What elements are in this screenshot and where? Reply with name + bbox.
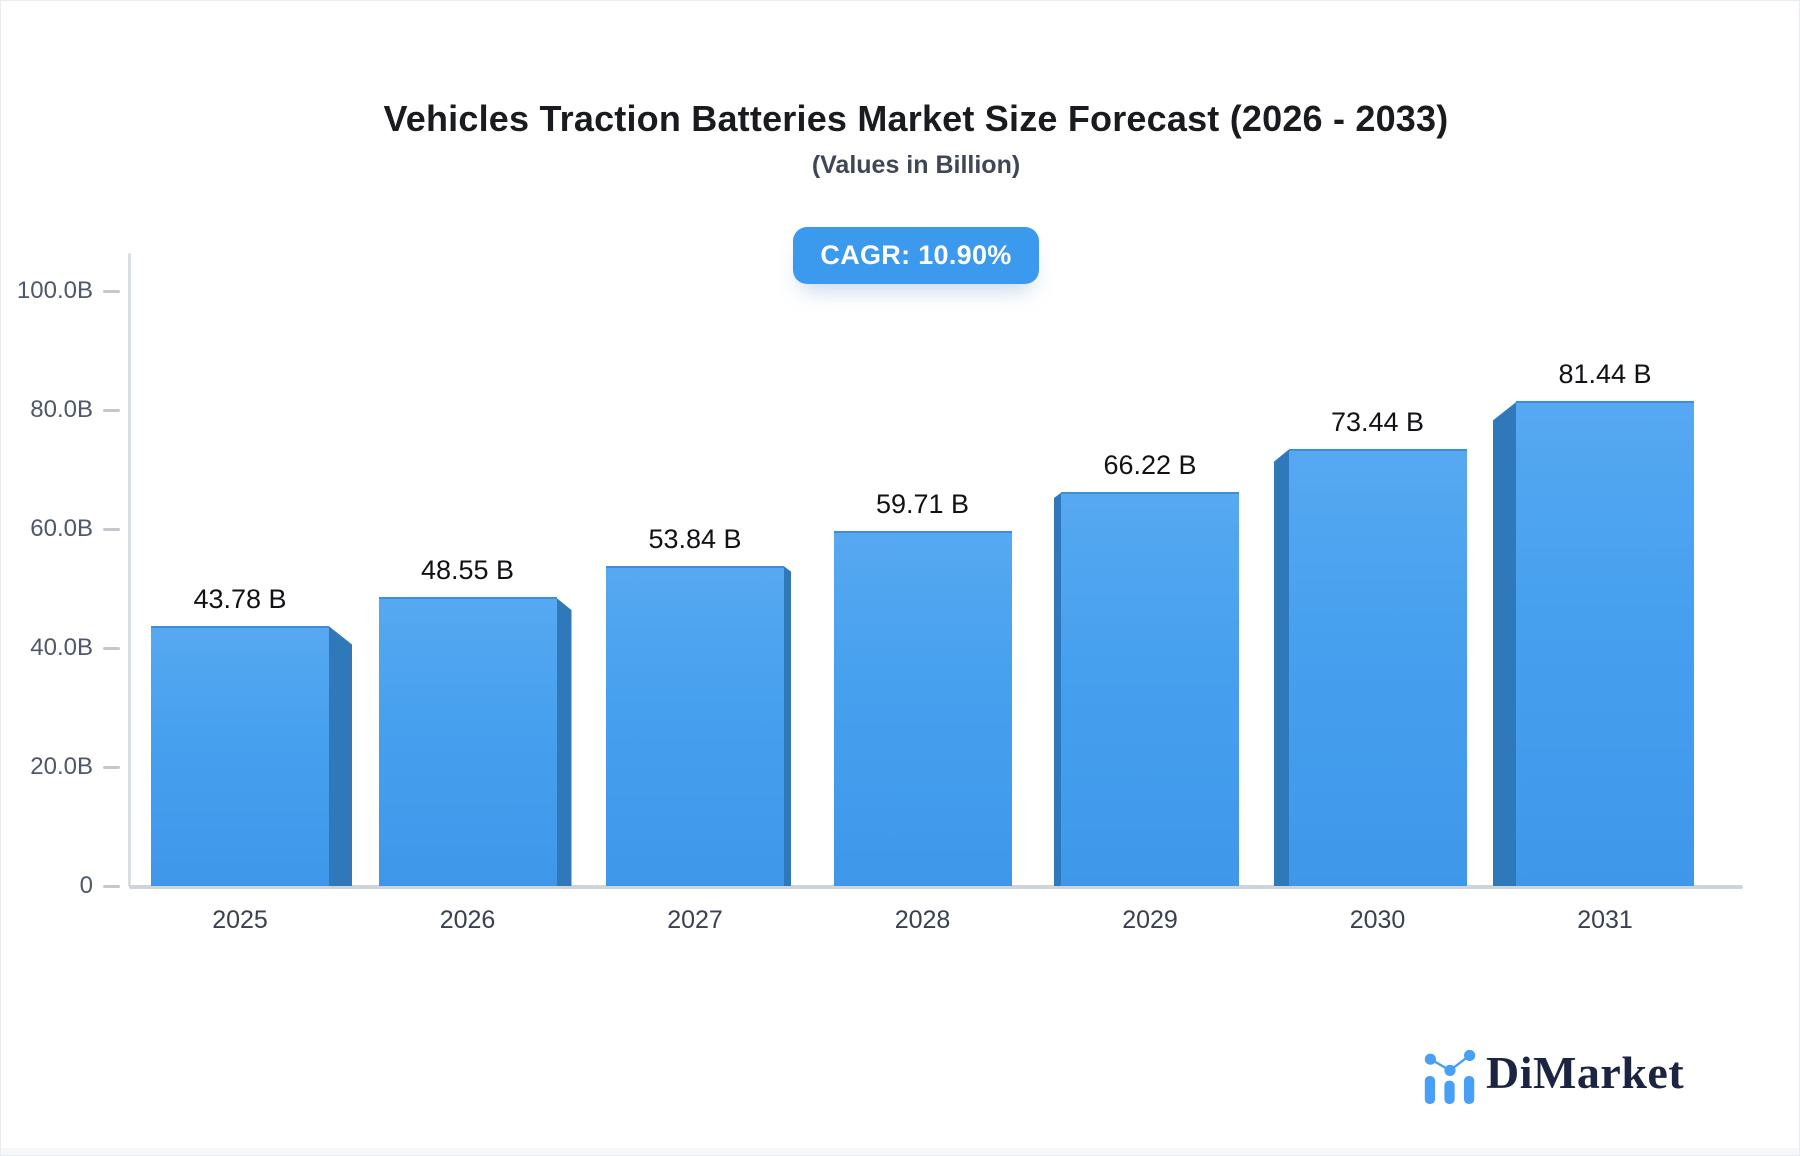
- bar-value-label: 43.78 B: [193, 583, 287, 614]
- y-axis-tick-mark: [103, 766, 120, 769]
- bar-value-label: 53.84 B: [648, 523, 742, 554]
- x-axis-category-label: 2026: [439, 906, 496, 934]
- x-axis-line: [129, 885, 1743, 889]
- y-axis-tick-label: 60.0B: [30, 515, 93, 542]
- bar-value-label: 48.55 B: [420, 555, 515, 586]
- bar-side-face: [783, 565, 791, 886]
- y-axis-tick-mark: [103, 885, 120, 888]
- x-axis-category-label: 2031: [1577, 906, 1633, 934]
- x-axis-category-label: 2029: [1122, 906, 1178, 934]
- y-axis-tick-mark: [103, 290, 120, 293]
- bar-side-face: [328, 625, 352, 886]
- y-axis-tick-mark: [103, 528, 120, 531]
- y-axis-tick-label: 40.0B: [30, 634, 93, 661]
- cagr-badge: CAGR: 10.90%: [793, 227, 1039, 284]
- bar-side-face: [555, 597, 572, 886]
- bar-value-label: 59.71 B: [875, 488, 970, 519]
- bar: [1288, 449, 1467, 886]
- bar-side-face: [1054, 491, 1062, 886]
- y-axis-line: [128, 253, 131, 887]
- x-axis-category-label: 2028: [894, 906, 951, 934]
- bar: [151, 625, 329, 886]
- x-axis-category-label: 2025: [212, 906, 268, 934]
- bar-side-face: [1493, 401, 1517, 886]
- chart-subtitle: (Values in Billion): [811, 151, 1021, 179]
- y-axis-tick-label: 100.0B: [16, 277, 93, 304]
- bar: [378, 597, 557, 886]
- bar: [1061, 491, 1239, 886]
- y-axis-tick-mark: [103, 647, 120, 650]
- bar-value-label: 73.44 B: [1330, 407, 1425, 438]
- bar: [1516, 401, 1694, 886]
- x-axis-category-label: 2027: [667, 906, 723, 934]
- y-axis-tick-label: 20.0B: [30, 753, 93, 780]
- bar-line-chart-icon: [1424, 1049, 1476, 1104]
- bar-side-face: [1273, 449, 1290, 886]
- bar: [606, 565, 784, 886]
- bar-value-label: 81.44 B: [1558, 359, 1652, 390]
- bar-value-label: 66.22 B: [1103, 449, 1197, 480]
- y-axis-tick-label: 80.0B: [30, 396, 93, 423]
- dimarket-logo: DiMarket: [1422, 1043, 1684, 1107]
- bar: [833, 530, 1012, 886]
- x-axis-category-label: 2030: [1349, 906, 1406, 934]
- bottom-strip: [1, 1148, 1799, 1155]
- logo-text: DiMarket: [1486, 1047, 1685, 1098]
- y-axis-tick-label: 0: [79, 872, 93, 899]
- y-axis-tick-mark: [103, 409, 120, 412]
- cagr-badge-wrap: CAGR: 10.90%: [11, 227, 1799, 284]
- chart-title: Vehicles Traction Batteries Market Size …: [383, 98, 1449, 139]
